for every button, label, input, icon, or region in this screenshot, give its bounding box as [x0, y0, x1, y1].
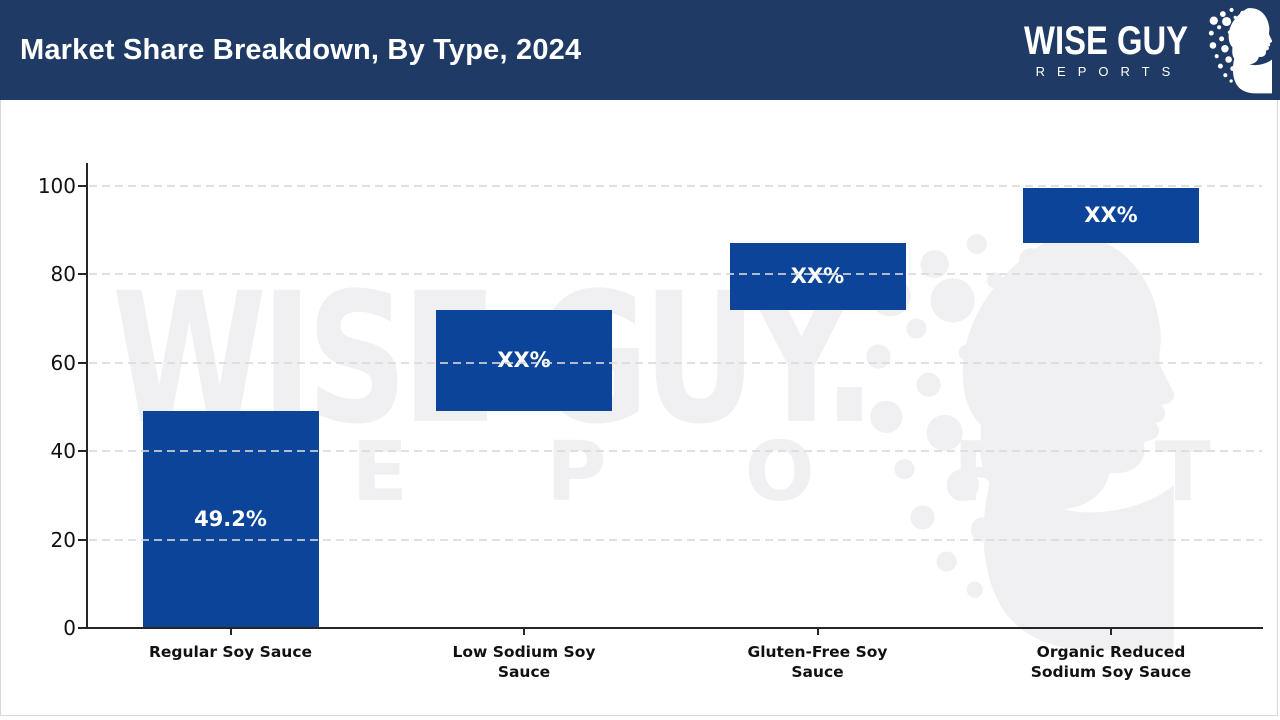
page-title: Market Share Breakdown, By Type, 2024	[20, 33, 582, 66]
brand-subtitle: REPORTS	[1035, 64, 1183, 79]
watermark-head-icon	[866, 234, 1174, 650]
brand-text: WISE GUY REPORTS	[1006, 21, 1206, 79]
wiseguy-head-logo-icon	[1208, 7, 1272, 94]
watermark-text-line1: WISE GUY.	[112, 255, 876, 464]
brand-lockup: WISE GUY REPORTS	[1006, 6, 1272, 94]
brand-name: WISE GUY	[1023, 19, 1188, 63]
header-bar: Market Share Breakdown, By Type, 2024 WI…	[0, 0, 1280, 100]
